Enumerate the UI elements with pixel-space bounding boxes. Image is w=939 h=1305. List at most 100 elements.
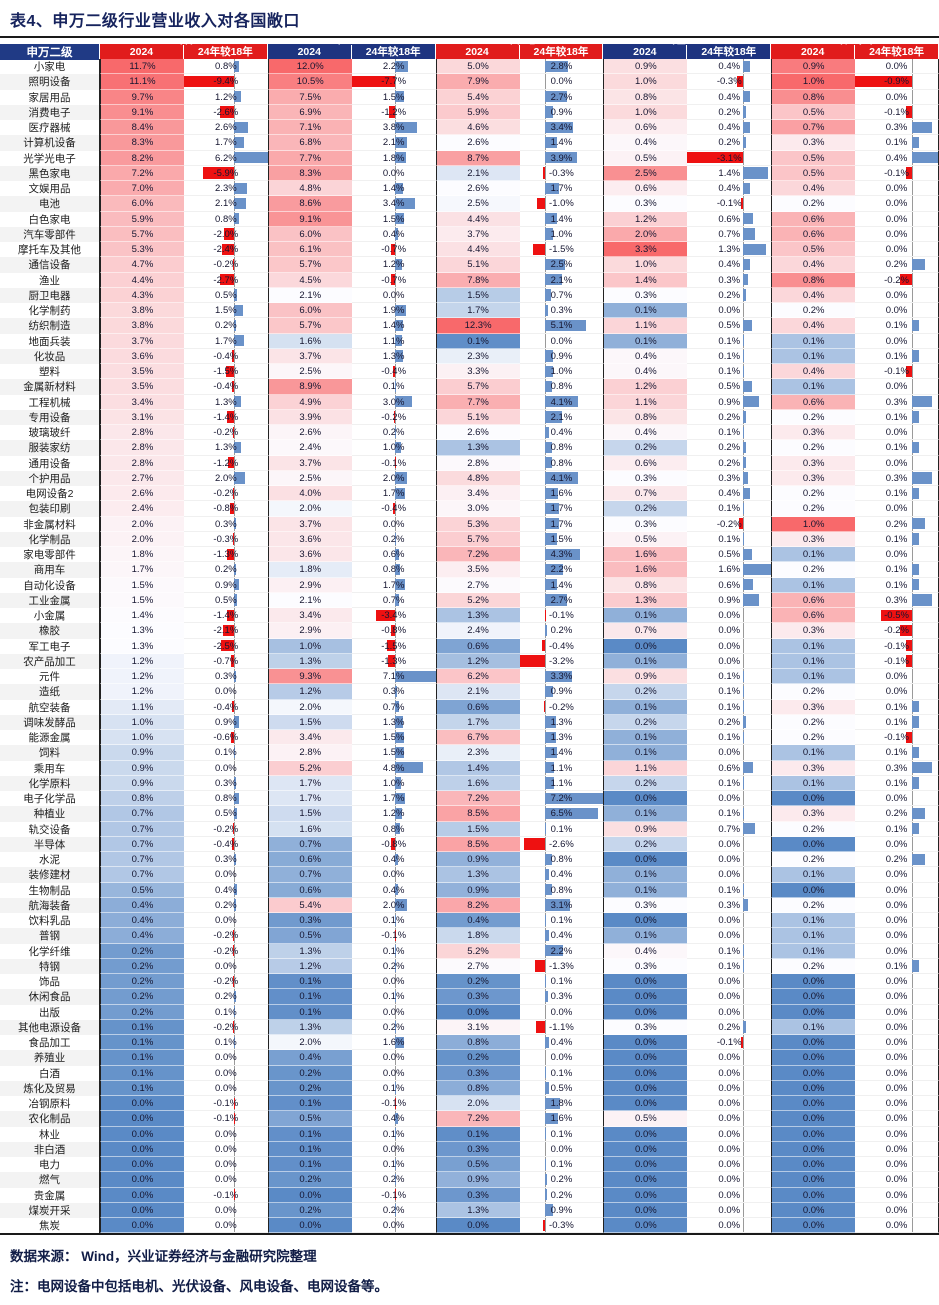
positive-change-bar — [742, 289, 747, 301]
table-body: 小家电 11.7% 0.8% 12.0% 2.2% 5.0% 2.8% 0.9% 0.4% 0.9… — [0, 59, 939, 1236]
heat-cell: 3.8% — [100, 318, 184, 334]
industry-label: 养殖业 — [0, 1050, 100, 1066]
change-cell: 0.1% — [855, 699, 939, 715]
heat-cell: 1.5% — [435, 287, 520, 303]
table-row: 轨交设备 0.7% -0.2% 1.6% 0.8% 1.5% 0.1% 0.9% 0.7% 0.2… — [0, 821, 939, 837]
change-cell: 2.8% — [519, 59, 604, 75]
positive-change-bar — [742, 563, 772, 575]
change-cell: 1.5% — [351, 730, 436, 746]
heat-cell: 3.1% — [100, 409, 184, 425]
change-cell: -7.7% — [351, 74, 436, 90]
table-row: 饲料 0.9% 0.1% 2.8% 1.5% 2.3% 1.4% 0.1% 0.0% 0.1% 0.… — [0, 745, 939, 761]
heat-cell: 6.1% — [267, 242, 352, 258]
heat-cell: 0.0% — [603, 1172, 688, 1188]
heat-cell: 0.2% — [603, 440, 688, 456]
positive-change-bar — [545, 533, 558, 545]
bar-axis-line — [234, 501, 236, 516]
industry-label: 乘用车 — [0, 760, 100, 776]
change-cell: 0.8% — [351, 562, 436, 578]
heat-cell: 1.6% — [603, 547, 688, 563]
heat-cell: 0.9% — [603, 59, 688, 75]
negative-change-bar — [233, 258, 235, 270]
positive-change-bar — [545, 1112, 559, 1124]
bar-axis-line — [912, 653, 914, 668]
bar-axis-line — [742, 303, 744, 318]
positive-change-bar — [912, 853, 926, 865]
change-cell: 0.1% — [351, 1080, 436, 1096]
change-cell: 0.0% — [855, 287, 939, 303]
change-cell: 0.5% — [519, 1080, 604, 1096]
change-cell: 0.0% — [519, 74, 604, 90]
bar-axis-line — [234, 364, 236, 379]
heat-cell: 4.4% — [435, 242, 520, 258]
change-cell: -0.2% — [351, 409, 436, 425]
change-cell: 2.5% — [519, 257, 604, 273]
change-cell: 0.8% — [519, 379, 604, 395]
group-header-对美: 对美 — [100, 44, 268, 45]
negative-change-bar — [543, 701, 546, 713]
heat-cell: 7.2% — [435, 791, 520, 807]
industry-label: 渔业 — [0, 272, 100, 288]
industry-label: 调味发酵品 — [0, 714, 100, 730]
bar-axis-line — [234, 1141, 236, 1156]
change-cell: 0.2% — [183, 989, 268, 1005]
change-cell: 0.2% — [855, 257, 939, 273]
heat-cell: 2.0% — [100, 516, 184, 532]
change-cell: 1.4% — [351, 318, 436, 334]
change-cell: 0.5% — [183, 287, 268, 303]
heat-cell: 0.9% — [771, 59, 856, 75]
heat-cell: 0.3% — [771, 470, 856, 486]
change-cell: 0.1% — [855, 745, 939, 761]
table-row: 航海装备 0.4% 0.2% 5.4% 2.0% 8.2% 3.1% 0.3% 0.3% 0.2%… — [0, 897, 939, 913]
negative-change-bar — [223, 228, 235, 240]
bar-axis-line — [545, 1050, 547, 1065]
positive-change-bar — [545, 884, 552, 896]
heat-cell: 0.1% — [603, 730, 688, 746]
heat-cell: 1.2% — [267, 684, 352, 700]
positive-change-bar — [395, 899, 407, 911]
change-cell: 0.0% — [687, 1050, 772, 1066]
positive-change-bar — [912, 960, 919, 972]
table-row: 通信设备 4.7% -0.2% 5.7% 1.2% 5.1% 2.5% 1.0% 0.4% 0.4… — [0, 257, 939, 273]
table-row: 航空装备 1.1% -0.4% 2.0% 0.7% 0.6% -0.2% 0.1% 0.1% 0.… — [0, 699, 939, 715]
table-row: 非白酒 0.0% 0.0% 0.1% 0.0% 0.3% 0.0% 0.0% 0.0% 0.0% 0… — [0, 1141, 939, 1157]
bar-axis-line — [234, 1172, 236, 1187]
change-cell: 0.1% — [855, 958, 939, 974]
positive-change-bar — [545, 228, 554, 240]
heat-cell: 9.1% — [100, 104, 184, 120]
positive-change-bar — [234, 777, 237, 789]
heat-cell: 0.0% — [603, 989, 688, 1005]
heat-cell: 0.8% — [435, 1035, 520, 1051]
negative-change-bar — [537, 197, 546, 209]
change-cell: 0.0% — [687, 852, 772, 868]
bar-axis-line — [912, 1035, 914, 1050]
change-cell: 0.2% — [687, 440, 772, 456]
positive-change-bar — [545, 1128, 547, 1140]
positive-change-bar — [395, 1158, 396, 1170]
change-cell: 1.6% — [687, 562, 772, 578]
heat-cell: 1.8% — [100, 547, 184, 563]
positive-change-bar — [912, 746, 919, 758]
change-cell: 0.0% — [183, 1218, 268, 1234]
change-cell: 0.3% — [183, 669, 268, 685]
bar-axis-line — [395, 1141, 397, 1156]
heat-cell: 9.1% — [267, 211, 352, 227]
positive-change-bar — [395, 91, 404, 103]
change-cell: 0.9% — [519, 104, 604, 120]
change-cell: 0.4% — [687, 486, 772, 502]
bar-axis-line — [234, 165, 236, 180]
subheader-对东盟-chg: 24年较18年 — [519, 45, 604, 60]
heat-cell: 0.9% — [100, 760, 184, 776]
heat-cell: 0.4% — [603, 364, 688, 380]
subheader-对EU 28-2024: 2024 — [267, 45, 352, 60]
change-cell: 0.4% — [687, 89, 772, 105]
heat-cell: 0.1% — [771, 653, 856, 669]
change-cell: 0.2% — [183, 562, 268, 578]
heat-cell: 0.8% — [603, 577, 688, 593]
bar-axis-line — [912, 547, 914, 562]
positive-change-bar — [234, 335, 244, 347]
change-cell: 0.2% — [519, 1172, 604, 1188]
change-cell: 0.1% — [855, 577, 939, 593]
positive-change-bar — [545, 746, 557, 758]
bar-axis-line — [395, 1218, 397, 1233]
